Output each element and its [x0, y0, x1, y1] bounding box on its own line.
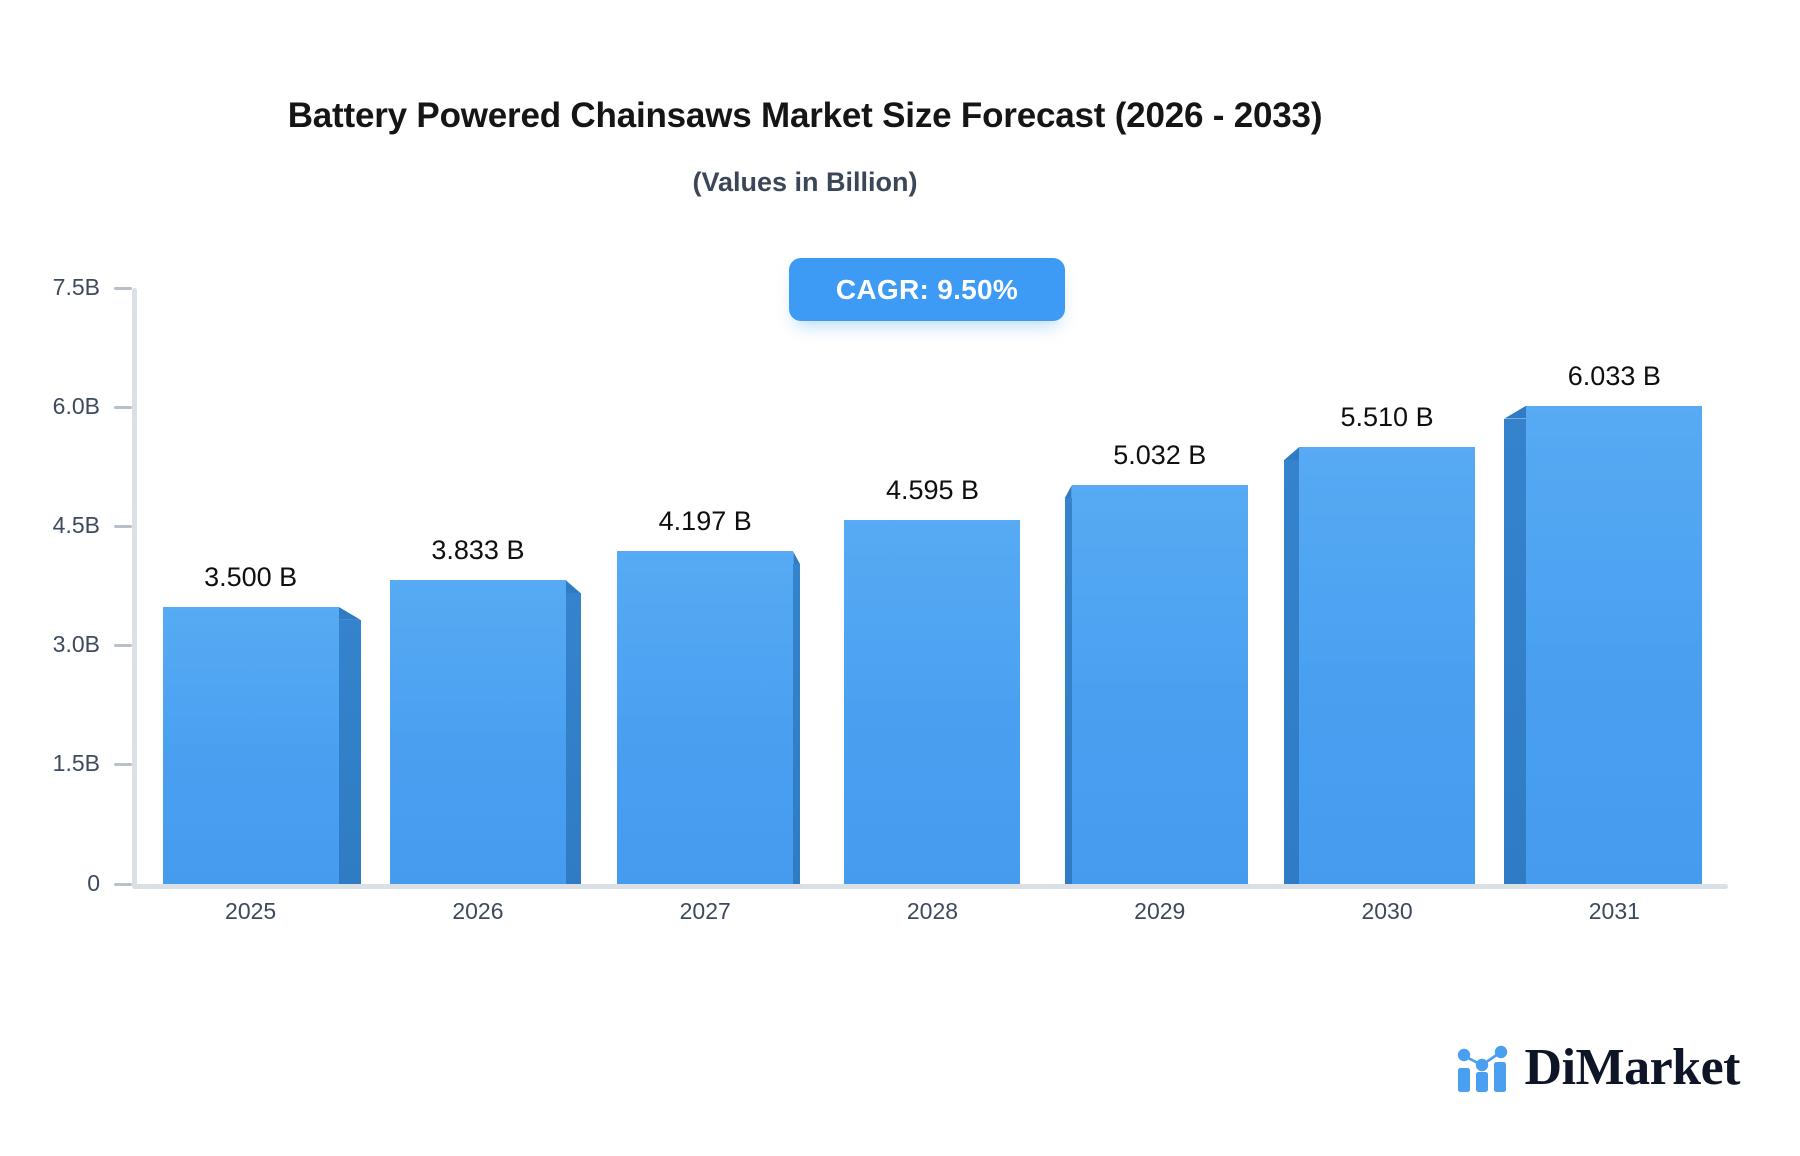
y-axis-line — [132, 288, 137, 888]
bar-front-face — [162, 606, 339, 885]
y-axis-tick-label: 7.5B — [52, 273, 100, 300]
y-axis-tick-mark — [114, 405, 132, 409]
bar-value-label: 5.032 B — [1113, 440, 1207, 471]
bar-side-face — [1284, 460, 1300, 885]
x-axis-label: 2027 — [679, 898, 731, 924]
bar-top-bevel — [338, 606, 361, 620]
bar-slot: 3.833 B — [364, 288, 591, 885]
bar-value-label: 4.595 B — [885, 474, 980, 505]
bar-slot: 6.033 B — [1501, 288, 1728, 885]
y-axis-tick-mark — [114, 644, 132, 648]
bar-front-face — [1526, 405, 1703, 885]
x-axis-label: 2026 — [452, 898, 504, 924]
bar[interactable]: 5.032 B — [1064, 440, 1248, 885]
x-axis-label: 2028 — [906, 898, 959, 924]
y-axis-tick-mark — [114, 286, 132, 290]
bar-value-label: 3.833 B — [431, 535, 525, 566]
bar[interactable]: 4.595 B — [844, 475, 1021, 885]
bar-slot: 5.032 B — [1046, 288, 1273, 885]
chart-subtitle: (Values in Billion) — [692, 167, 918, 197]
bar[interactable]: 5.510 B — [1284, 402, 1476, 885]
dimarket-logo: DiMarket — [1455, 1039, 1741, 1096]
x-axis-label: 2031 — [1588, 898, 1640, 924]
bar-front-face — [389, 580, 566, 885]
y-axis-tick-mark — [114, 882, 132, 886]
bar[interactable]: 3.833 B — [389, 535, 581, 885]
logo-wordmark: DiMarket — [1524, 1039, 1741, 1096]
y-axis-tick-label: 4.5B — [52, 511, 100, 538]
bar-top-bevel — [793, 551, 801, 565]
bar-chart-logo-icon — [1457, 1045, 1507, 1092]
bar-top-bevel — [565, 580, 581, 594]
x-axis-label: 2025 — [225, 898, 277, 924]
x-axis-label: 2029 — [1134, 898, 1186, 924]
bar-value-label: 4.197 B — [658, 506, 752, 537]
bar-side-face — [1504, 418, 1527, 885]
bar-front-face — [844, 519, 1021, 885]
bar-slot: 4.197 B — [592, 288, 819, 885]
y-axis-tick-label: 6.0B — [52, 392, 100, 419]
bar[interactable]: 4.197 B — [617, 506, 801, 885]
y-axis-tick-label: 3.0B — [52, 631, 100, 658]
bar-side-face — [1064, 498, 1072, 885]
bar-value-label: 3.500 B — [204, 561, 298, 592]
bar-slot: 5.510 B — [1273, 288, 1500, 885]
bar-value-label: 6.033 B — [1567, 360, 1661, 391]
bar-front-face — [617, 551, 794, 885]
cagr-badge: CAGR: 9.50% — [789, 258, 1065, 321]
bar-side-face — [338, 619, 361, 885]
bar-series: 3.500 B 3.833 B 4.197 B 4.595 B 5.032 B 5.510… — [137, 288, 1728, 885]
y-axis-tick-mark — [114, 763, 132, 767]
bar-top-bevel — [1504, 405, 1527, 419]
plot-area: 0 1.5B 3.0B 4.5B 6.0B 7.5B 3.500 B 3.833 B 4.19… — [53, 274, 1728, 896]
cagr-badge-label: CAGR: 9.50% — [835, 273, 1019, 305]
x-axis-label: 2030 — [1361, 898, 1413, 924]
bar-side-face — [793, 564, 801, 885]
bar-value-label: 5.510 B — [1340, 402, 1434, 433]
bar-front-face — [1299, 447, 1476, 885]
x-axis-labels: 2025 2026 2027 2028 2029 2030 2031 — [137, 898, 1728, 925]
bar-top-bevel — [1284, 447, 1300, 461]
bar[interactable]: 6.033 B — [1504, 361, 1703, 885]
bar[interactable]: 3.500 B — [162, 562, 361, 885]
bar-slot: 4.595 B — [819, 288, 1046, 885]
chart-title: Battery Powered Chainsaws Market Size Fo… — [287, 96, 1323, 135]
bar-slot: 3.500 B — [137, 288, 364, 885]
bar-front-face — [1071, 485, 1248, 885]
y-axis-tick-mark — [114, 524, 132, 528]
bar-side-face — [565, 593, 581, 885]
y-axis-tick-label: 0 — [87, 869, 100, 896]
y-axis-tick-label: 1.5B — [52, 750, 100, 777]
x-axis-line — [132, 884, 1728, 889]
bar-top-bevel — [1064, 485, 1072, 499]
